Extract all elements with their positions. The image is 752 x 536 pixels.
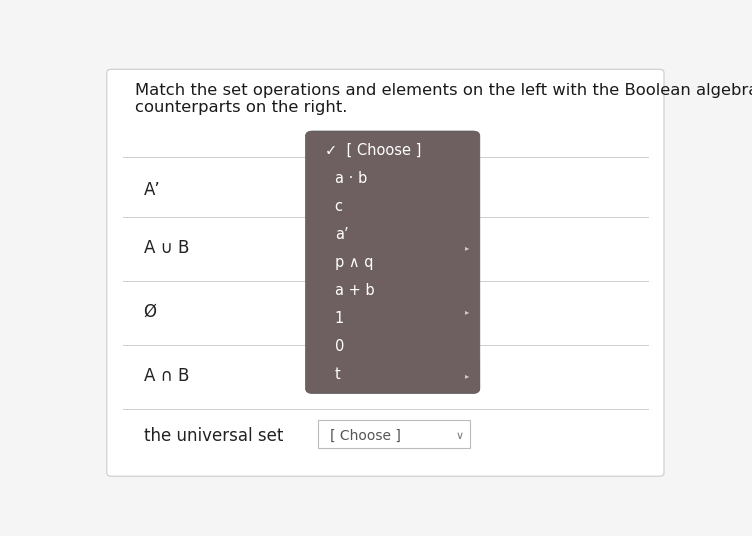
FancyBboxPatch shape [318, 420, 470, 449]
Text: [ Choose ]: [ Choose ] [330, 369, 401, 383]
FancyBboxPatch shape [318, 361, 479, 389]
Text: ∨: ∨ [456, 371, 463, 381]
Text: 1: 1 [335, 311, 344, 326]
Text: a + b: a + b [335, 283, 374, 298]
FancyBboxPatch shape [318, 233, 470, 260]
Text: ▸: ▸ [465, 243, 469, 252]
Text: ▸: ▸ [465, 308, 469, 316]
Text: a’: a’ [335, 227, 348, 242]
FancyBboxPatch shape [318, 296, 470, 325]
Text: the universal set: the universal set [144, 427, 283, 445]
Text: ▸: ▸ [465, 371, 469, 381]
Text: c: c [335, 199, 343, 214]
Text: ∨: ∨ [456, 431, 463, 441]
Text: [ Choose ]: [ Choose ] [330, 305, 401, 319]
Text: A’: A’ [144, 181, 160, 199]
Text: t: t [335, 367, 341, 382]
Text: Ø: Ø [144, 303, 156, 321]
Text: ∨: ∨ [456, 307, 463, 317]
FancyBboxPatch shape [107, 69, 664, 476]
Text: [ Choose ]: [ Choose ] [328, 369, 399, 383]
Text: ∨: ∨ [456, 243, 463, 253]
Text: a · b: a · b [335, 170, 367, 185]
Text: ∨: ∨ [464, 370, 472, 381]
Text: [ Choose ]: [ Choose ] [330, 241, 401, 255]
Text: [ Choose ]: [ Choose ] [330, 429, 401, 443]
Text: p ∧ q: p ∧ q [335, 255, 373, 270]
Text: A ∪ B: A ∪ B [144, 239, 189, 257]
FancyBboxPatch shape [318, 361, 470, 389]
Text: ✓  [ Choose ]: ✓ [ Choose ] [326, 143, 422, 158]
Text: 0: 0 [335, 339, 344, 354]
Text: counterparts on the right.: counterparts on the right. [135, 100, 347, 115]
FancyBboxPatch shape [305, 131, 480, 393]
Text: Match the set operations and elements on the left with the Boolean algebra: Match the set operations and elements on… [135, 83, 752, 98]
Text: A ∩ B: A ∩ B [144, 367, 189, 385]
